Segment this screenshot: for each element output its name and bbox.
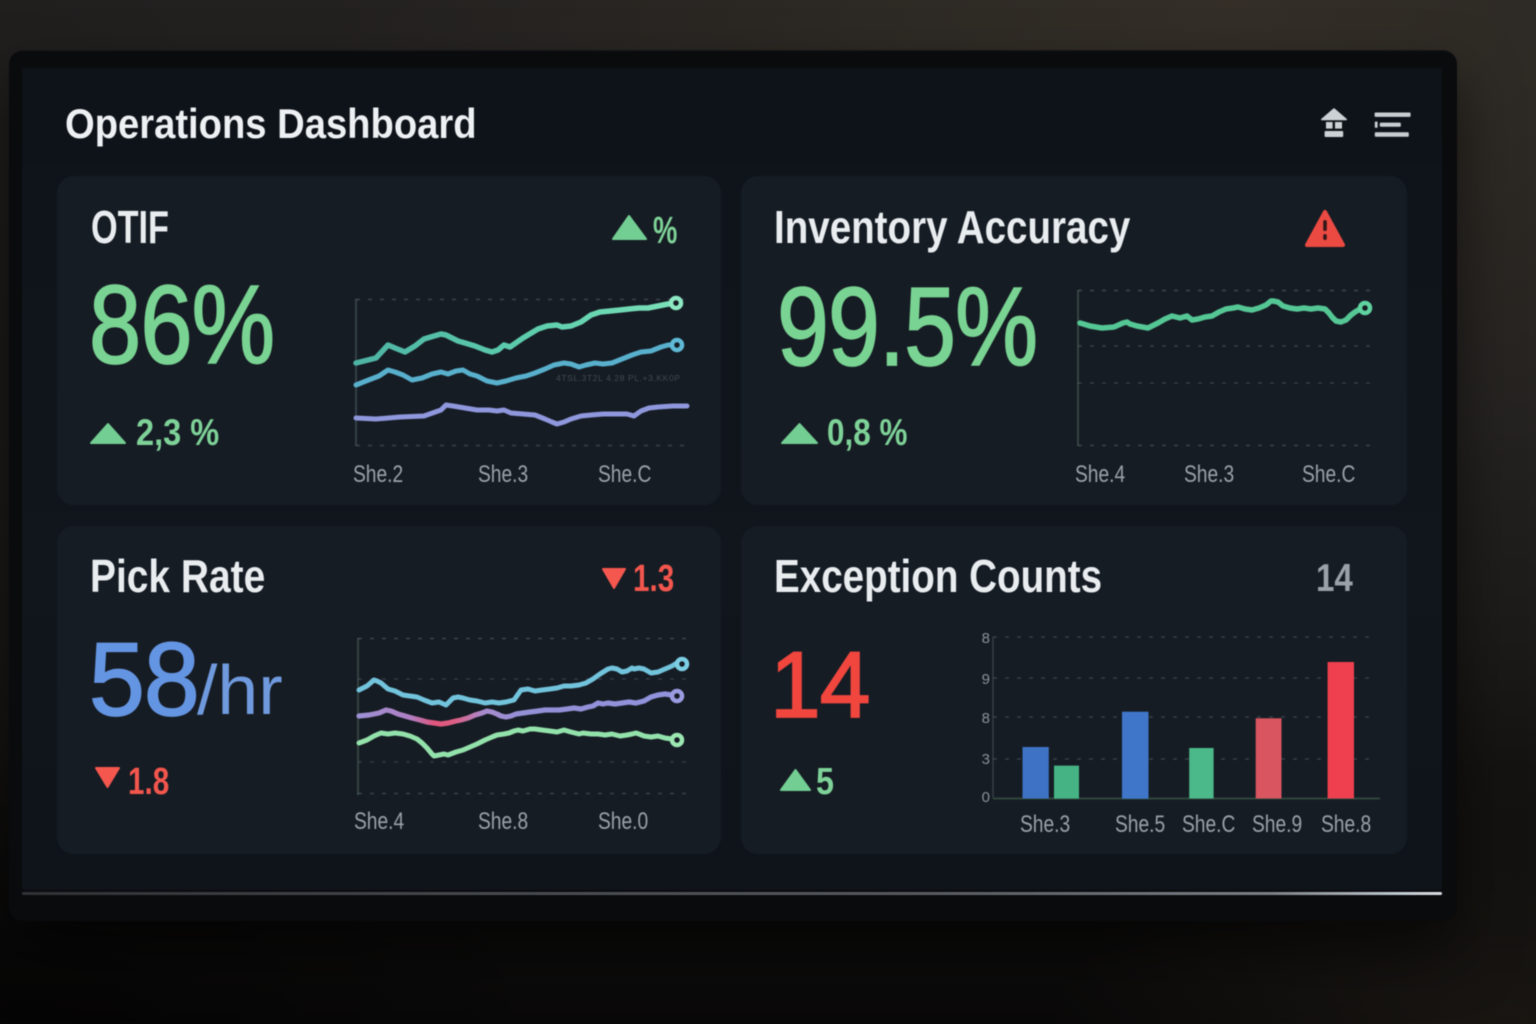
svg-text:3: 3 [982, 751, 990, 768]
svg-text:9: 9 [982, 671, 990, 688]
svg-text:8: 8 [982, 710, 990, 727]
svg-text:8: 8 [982, 630, 990, 647]
svg-text:4TSL.3T2L 4.28 PL.+3.KK0P: 4TSL.3T2L 4.28 PL.+3.KK0P [556, 373, 681, 383]
svg-text:0: 0 [982, 789, 990, 805]
